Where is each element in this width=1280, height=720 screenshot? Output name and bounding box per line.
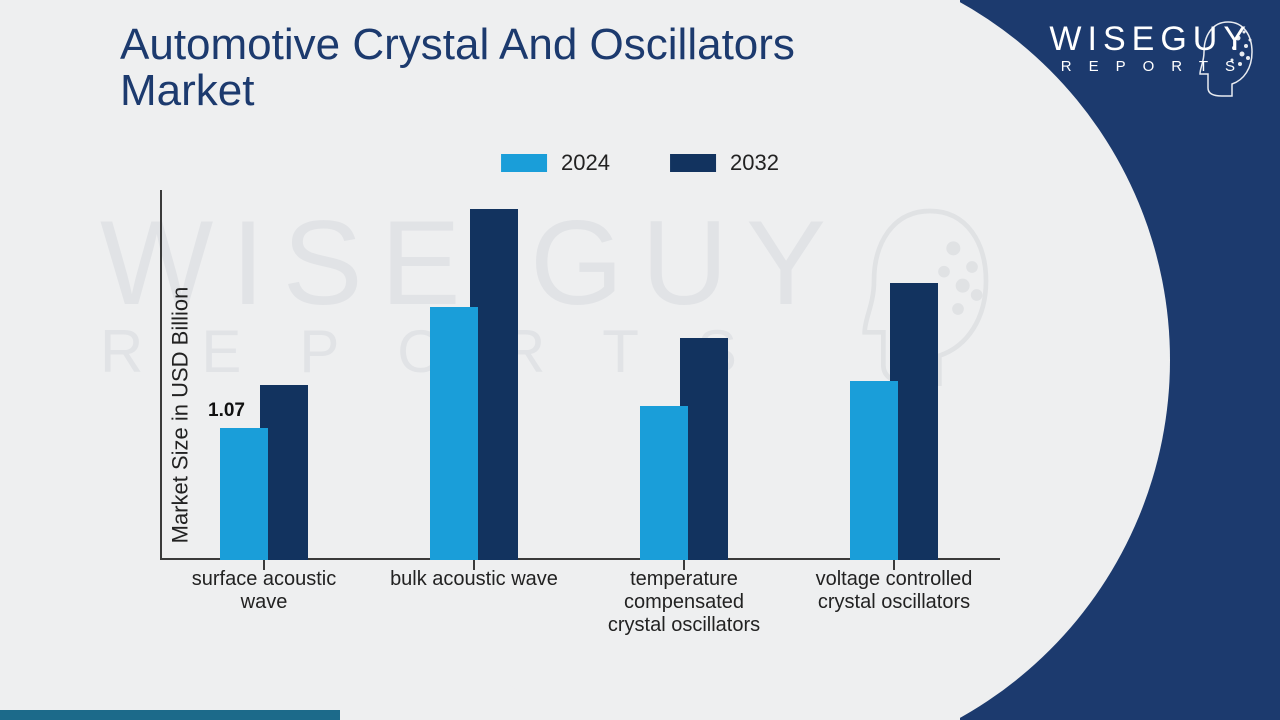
- bar-2024: [850, 381, 898, 560]
- category-label: bulk acoustic wave: [384, 568, 564, 591]
- bar-2024: [220, 428, 268, 560]
- infographic-canvas: WISEGUY REPORTS Automotive Crystal And O…: [0, 0, 1280, 720]
- plot-area: 1.07: [160, 190, 1000, 560]
- chart-area: Market Size in USD Billion 1.07 surface …: [60, 150, 1020, 680]
- brand-head-icon: [1198, 18, 1258, 98]
- category-label: temperature compensated crystal oscillat…: [594, 568, 774, 637]
- chart-title: Automotive Crystal And Oscillators Marke…: [120, 22, 880, 114]
- bar-2024: [640, 406, 688, 560]
- category-label: voltage controlled crystal oscillators: [804, 568, 984, 614]
- category-label: surface acoustic wave: [174, 568, 354, 614]
- brand-logo: WISEGUY REPORTS: [1049, 22, 1252, 75]
- y-axis-line: [160, 190, 162, 560]
- bar-value-label: 1.07: [208, 400, 245, 422]
- bottom-accent-bar: [0, 710, 340, 720]
- bar-2024: [430, 307, 478, 560]
